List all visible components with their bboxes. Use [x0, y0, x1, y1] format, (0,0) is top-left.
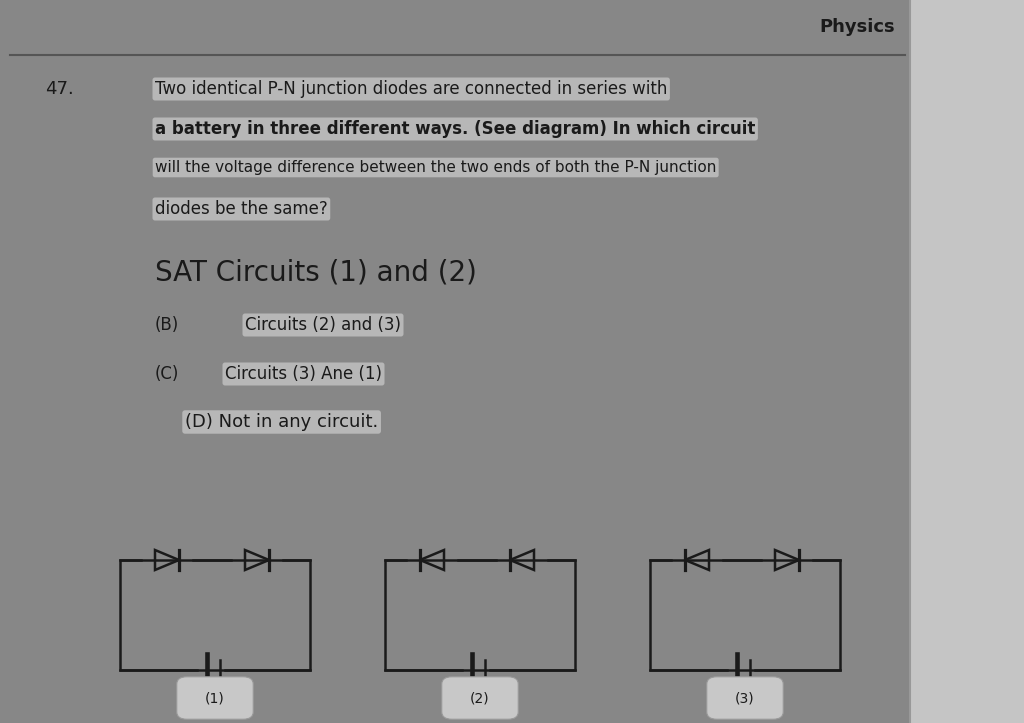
FancyBboxPatch shape	[707, 677, 783, 719]
Bar	[120, 560, 310, 670]
Text: Physics: Physics	[819, 18, 895, 36]
FancyBboxPatch shape	[441, 677, 518, 719]
Text: (1): (1)	[205, 691, 225, 705]
Text: a battery in three different ways. (See diagram) In which circuit: a battery in three different ways. (See …	[155, 120, 756, 138]
Text: will the voltage difference between the two ends of both the P-N junction: will the voltage difference between the …	[155, 160, 717, 175]
Text: 47.: 47.	[45, 80, 74, 98]
Bar	[0, 0, 910, 723]
Text: diodes be the same?: diodes be the same?	[155, 200, 328, 218]
Text: (B): (B)	[155, 316, 179, 334]
Text: Circuits (2) and (3): Circuits (2) and (3)	[245, 316, 401, 334]
Text: SAT Circuits (1) and (2): SAT Circuits (1) and (2)	[155, 258, 477, 286]
Bar	[910, 0, 1024, 723]
Text: (3): (3)	[735, 691, 755, 705]
Text: (2): (2)	[470, 691, 489, 705]
Text: (C): (C)	[155, 365, 179, 383]
FancyBboxPatch shape	[177, 677, 253, 719]
Bar	[650, 560, 840, 670]
Text: Two identical P-N junction diodes are connected in series with: Two identical P-N junction diodes are co…	[155, 80, 668, 98]
Text: (D) Not in any circuit.: (D) Not in any circuit.	[185, 413, 378, 431]
Bar	[385, 560, 575, 670]
Text: Circuits (3) Ane (1): Circuits (3) Ane (1)	[225, 365, 382, 383]
